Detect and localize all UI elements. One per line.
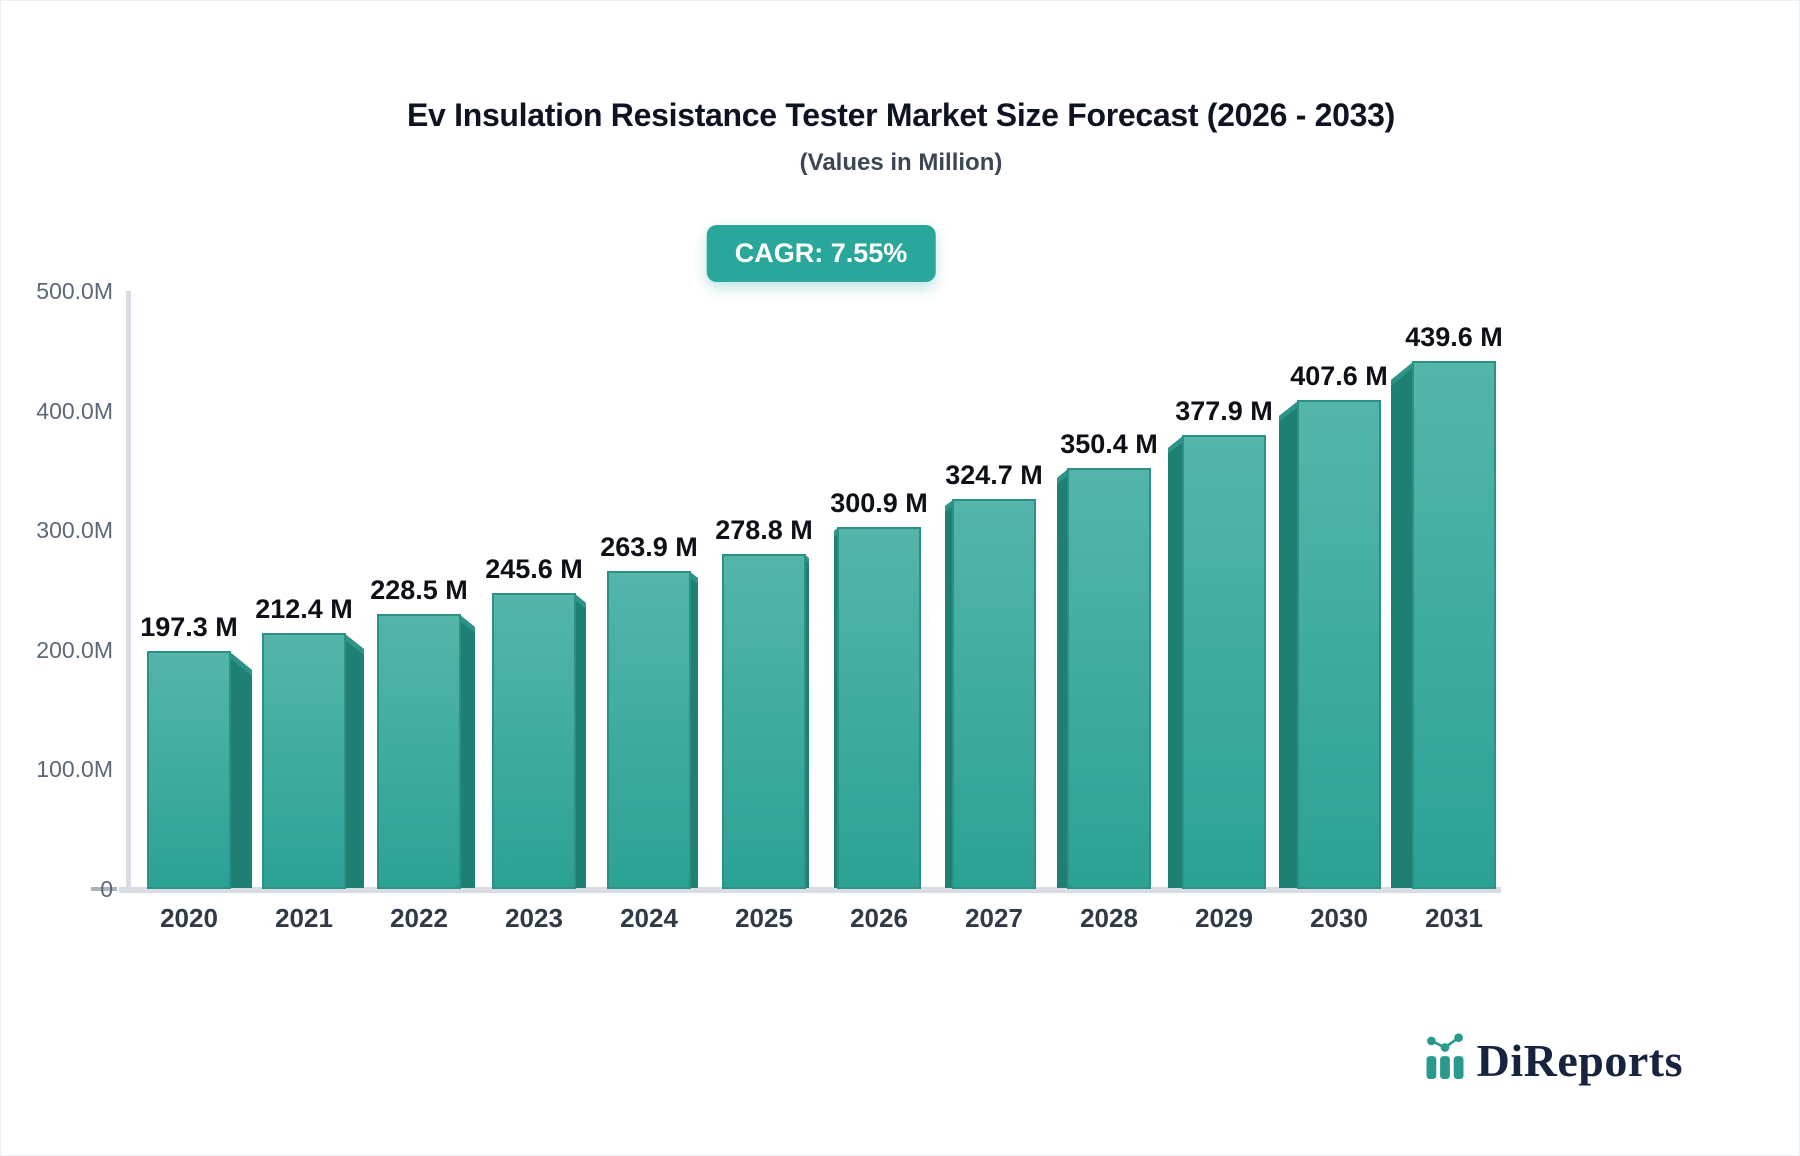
brand-logo-text: DiReports	[1476, 1035, 1683, 1086]
y-axis-label-300.0M: 300.0M	[36, 517, 113, 543]
bar-value-label-2024: 263.9 M	[600, 532, 698, 562]
mini-bar-chart-icon	[1423, 1029, 1467, 1084]
x-axis-label-2031: 2031	[1425, 903, 1483, 933]
bar-value-label-2025: 278.8 M	[715, 515, 813, 545]
y-axis-label-200.0M: 200.0M	[36, 637, 113, 663]
brand-logo: DiReports	[1423, 1029, 1683, 1084]
bar-2023	[492, 593, 587, 889]
x-axis-label-2021: 2021	[275, 903, 333, 933]
bar-value-label-2021: 212.4 M	[255, 594, 353, 624]
y-axis-label-0: 0	[100, 876, 113, 902]
x-axis-label-2029: 2029	[1195, 903, 1253, 933]
x-axis-label-2028: 2028	[1080, 903, 1138, 933]
bar-value-label-2027: 324.7 M	[945, 460, 1043, 490]
zero-tick-mark	[91, 887, 117, 891]
bar-value-label-2022: 228.5 M	[370, 575, 468, 605]
x-axis-label-2026: 2026	[850, 903, 908, 933]
x-axis-label-2027: 2027	[965, 903, 1023, 933]
x-axis-label-2022: 2022	[390, 903, 448, 933]
bar-2026	[833, 527, 921, 889]
bar-value-label-2029: 377.9 M	[1175, 396, 1273, 426]
x-axis-baseline	[119, 887, 1501, 893]
y-axis-label-500.0M: 500.0M	[36, 278, 113, 304]
bar-2022	[377, 614, 476, 889]
bar-2020	[147, 651, 253, 889]
bar-2028	[1056, 468, 1151, 889]
x-axis-label-2030: 2030	[1310, 903, 1368, 933]
chart-subtitle: (Values in Million)	[799, 149, 1003, 176]
chart-title: Ev Insulation Resistance Tester Market S…	[406, 97, 1396, 133]
bar-2025	[722, 554, 810, 889]
bar-value-label-2023: 245.6 M	[485, 554, 583, 584]
bar-value-label-2026: 300.9 M	[830, 488, 928, 518]
plot-area: 197.3 M 2020 212.4 M 2021	[91, 291, 1511, 933]
bar-value-label-2031: 439.6 M	[1405, 322, 1503, 352]
bar-2024	[607, 571, 699, 889]
bar-2029	[1167, 435, 1266, 889]
x-axis-label-2025: 2025	[735, 903, 793, 933]
y-axis-line	[126, 291, 131, 893]
x-axis-label-2020: 2020	[160, 903, 218, 933]
bar-2031	[1390, 361, 1496, 889]
bar-2021	[262, 633, 365, 889]
y-axis-label-400.0M: 400.0M	[36, 398, 113, 424]
x-axis-label-2024: 2024	[620, 903, 678, 933]
bar-value-label-2020: 197.3 M	[140, 612, 238, 642]
bar-2027	[944, 499, 1036, 889]
x-axis-label-2023: 2023	[505, 903, 563, 933]
bar-value-label-2028: 350.4 M	[1060, 429, 1158, 459]
cagr-badge: CAGR: 7.55%	[706, 225, 936, 282]
bar-2030	[1278, 400, 1381, 889]
y-axis-label-100.0M: 100.0M	[36, 756, 113, 782]
bar-value-label-2030: 407.6 M	[1290, 361, 1388, 391]
